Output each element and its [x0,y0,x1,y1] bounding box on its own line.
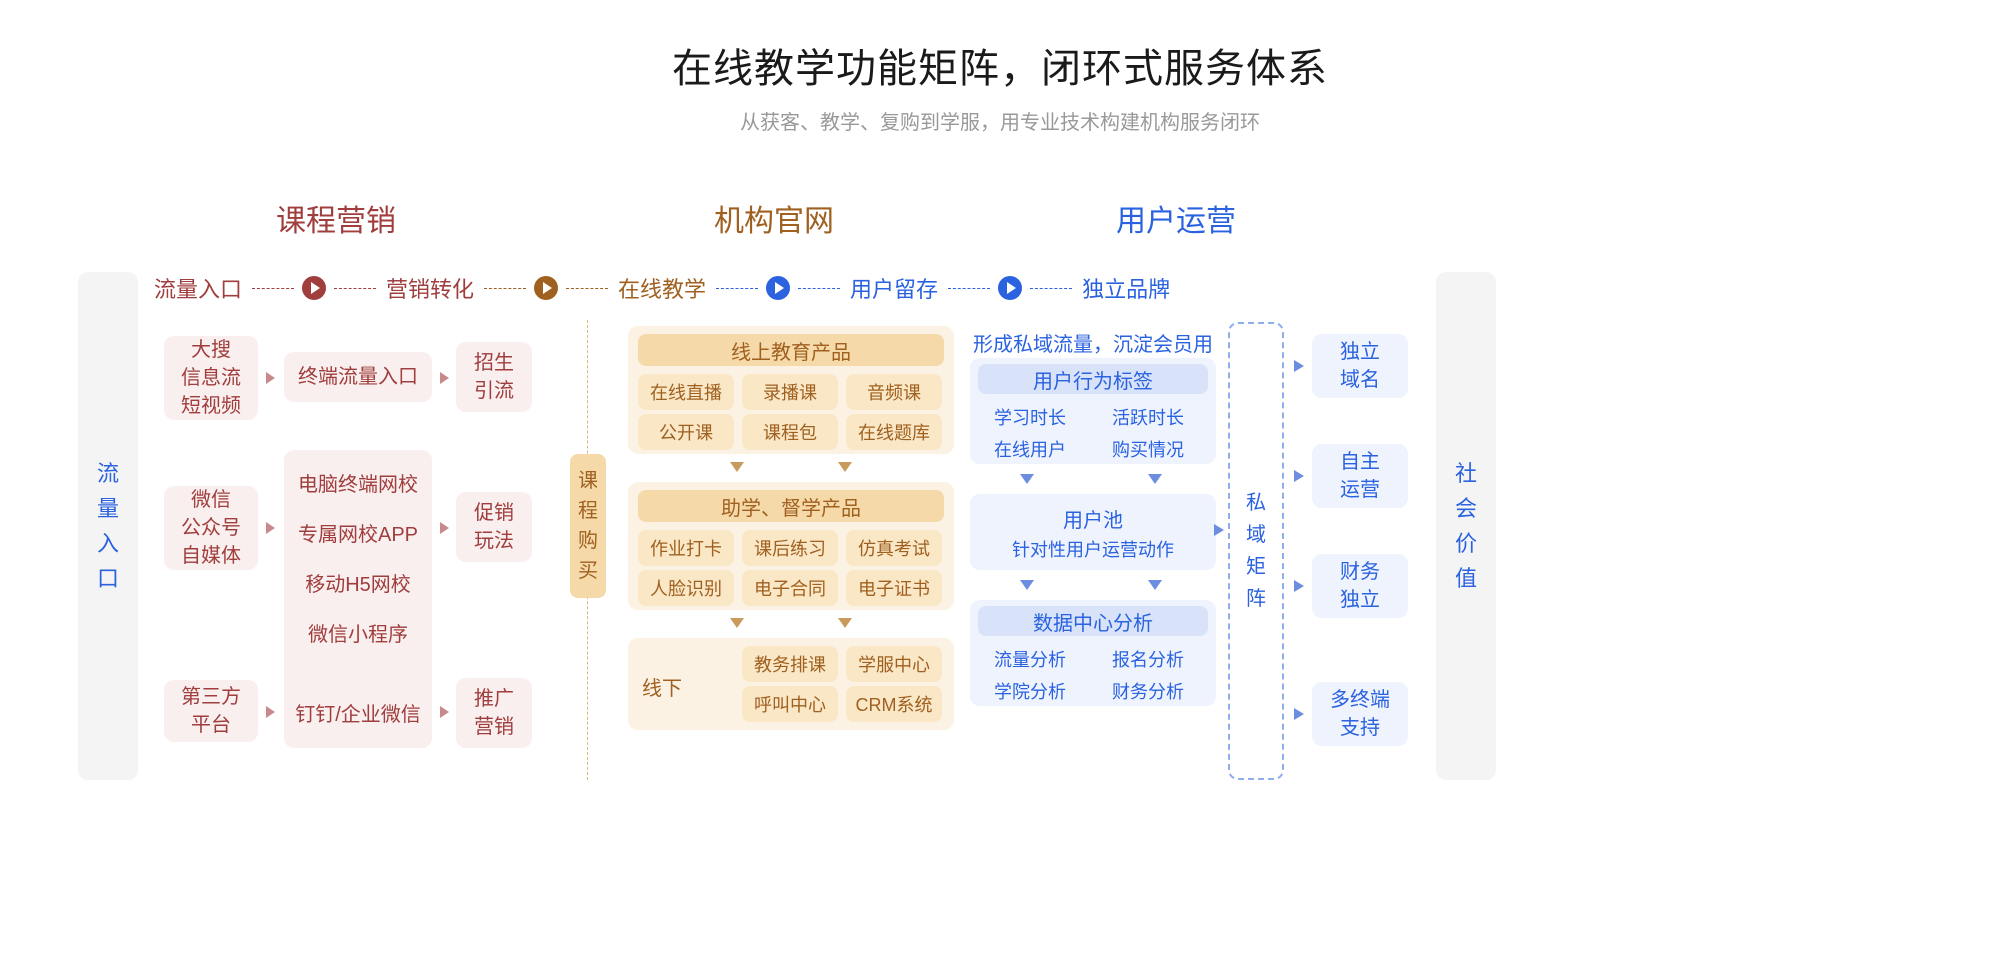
band-dash [334,288,376,289]
ops-pool-sub: 针对性用户运营动作 [970,536,1216,562]
band-b1: 流量入口 [154,272,242,304]
center-g3-0: 教务排课 [742,646,838,682]
chevron-right-icon [1294,580,1304,592]
chevron-right-icon [440,522,449,534]
band-dash [484,288,526,289]
col2-b5: 钉钉/企业微信 [284,698,432,727]
chevron-down-icon [838,618,852,628]
center-g3-1: 学服中心 [846,646,942,682]
center-g1-title: 线上教育产品 [638,334,944,366]
play-icon [766,276,790,300]
center-g1-4: 课程包 [742,414,838,450]
chevron-down-icon [730,618,744,628]
chevron-right-icon [1294,470,1304,482]
ops-data-title: 数据中心分析 [978,606,1208,636]
center-g2-1: 课后练习 [742,530,838,566]
col1-b: 微信 公众号 自媒体 [164,486,258,570]
band-dash [566,288,608,289]
center-g1-3: 公开课 [638,414,734,450]
page-title: 在线教学功能矩阵，闭环式服务体系 [0,36,2000,94]
col2-b1: 电脑终端网校 [284,468,432,497]
band-dash [948,288,990,289]
center-offline-label: 线下 [642,672,682,701]
center-g2-2: 仿真考试 [846,530,942,566]
chevron-down-icon [730,462,744,472]
col2-b4: 微信小程序 [284,618,432,647]
brand-b: 自主 运营 [1312,444,1408,508]
ops-data-2: 学院分析 [994,678,1066,704]
ops-tag-2: 在线用户 [994,436,1066,462]
ops-tag-3: 购买情况 [1112,436,1184,462]
play-icon [998,276,1022,300]
band-b4: 用户留存 [850,272,938,304]
col2-b2: 专属网校APP [284,518,432,547]
chevron-right-icon [1214,524,1224,536]
brand-a: 独立 域名 [1312,334,1408,398]
chevron-right-icon [266,522,275,534]
play-icon [302,276,326,300]
vbar-social: 社会价值 [1436,272,1496,780]
section-marketing: 课程营销 [276,196,396,240]
section-ops: 用户运营 [1116,196,1236,240]
band-b5: 独立品牌 [1082,272,1170,304]
band-dash [1030,288,1072,289]
band-dash [252,288,294,289]
center-g2-5: 电子证书 [846,570,942,606]
ops-data-0: 流量分析 [994,646,1066,672]
band-b2: 营销转化 [386,272,474,304]
dashed-private: 私域矩阵 [1228,322,1284,780]
chevron-down-icon [838,462,852,472]
center-g2-title: 助学、督学产品 [638,490,944,522]
vbar-purchase: 课程购买 [570,454,606,598]
center-g2-3: 人脸识别 [638,570,734,606]
chevron-right-icon [440,706,449,718]
band-b3: 在线教学 [618,272,706,304]
ops-data-3: 财务分析 [1112,678,1184,704]
center-g2-0: 作业打卡 [638,530,734,566]
center-g1-5: 在线题库 [846,414,942,450]
col3-c: 推广 营销 [456,678,532,748]
vbar-traffic: 流量入口 [78,272,138,780]
section-site: 机构官网 [714,196,834,240]
col1-c: 第三方 平台 [164,680,258,742]
col2-b3: 移动H5网校 [284,568,432,597]
center-g2-4: 电子合同 [742,570,838,606]
band-row: 流量入口 营销转化 在线教学 用户留存 独立品牌 [154,272,1410,304]
chevron-down-icon [1020,474,1034,484]
band-dash [798,288,840,289]
chevron-down-icon [1020,580,1034,590]
chevron-down-icon [1148,474,1162,484]
ops-tag-0: 学习时长 [994,404,1066,430]
col3-b: 促销 玩法 [456,492,532,562]
ops-data-1: 报名分析 [1112,646,1184,672]
chevron-right-icon [1294,708,1304,720]
chevron-right-icon [1294,360,1304,372]
col1-a: 大搜 信息流 短视频 [164,336,258,420]
brand-d: 多终端 支持 [1312,682,1408,746]
chevron-right-icon [440,372,449,384]
col2-a: 终端流量入口 [284,352,432,402]
ops-tag-title: 用户行为标签 [978,364,1208,394]
play-icon [534,276,558,300]
ops-tag-1: 活跃时长 [1112,404,1184,430]
center-g1-0: 在线直播 [638,374,734,410]
col3-a: 招生 引流 [456,342,532,412]
center-g1-2: 音频课 [846,374,942,410]
center-g3-3: CRM系统 [846,686,942,722]
page-subtitle: 从获客、教学、复购到学服，用专业技术构建机构服务闭环 [0,106,2000,135]
chevron-right-icon [266,706,275,718]
brand-c: 财务 独立 [1312,554,1408,618]
ops-pool-title: 用户池 [970,504,1216,533]
chevron-right-icon [266,372,275,384]
chevron-down-icon [1148,580,1162,590]
band-dash [716,288,758,289]
center-g1-1: 录播课 [742,374,838,410]
center-g3-2: 呼叫中心 [742,686,838,722]
